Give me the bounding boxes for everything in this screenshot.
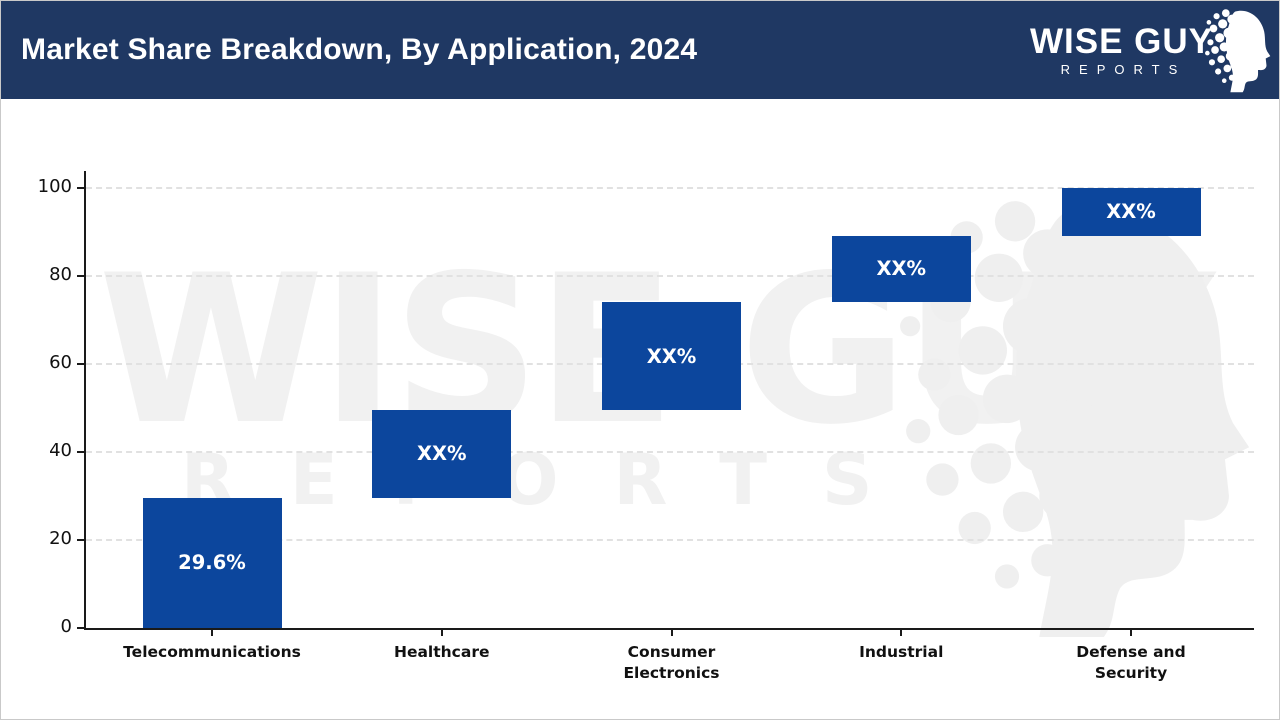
x-axis-tick (440, 630, 443, 636)
x-axis-category-label-industrial: Industrial (859, 643, 944, 661)
bar-value-label: XX% (646, 344, 697, 368)
gridline-20 (86, 539, 1254, 541)
gridline-100 (86, 187, 1254, 189)
logo-sub-text: REPORTS (1060, 61, 1187, 77)
brand-logo: WISE GUY REPORTS (1030, 7, 1271, 93)
logo-text: WISE GUY REPORTS (1030, 24, 1213, 77)
y-axis-tick (77, 187, 84, 189)
bar-value-label: XX% (416, 442, 467, 466)
y-axis-tick-label: 60 (49, 352, 72, 373)
gridline-40 (86, 451, 1254, 453)
y-axis-tick (77, 363, 84, 365)
y-axis-tick (77, 627, 84, 629)
y-axis-tick (77, 275, 84, 277)
y-axis-tick (77, 539, 84, 541)
x-axis-category-label-defense-and-security: Defense and Security (1076, 643, 1186, 682)
y-axis-tick (77, 451, 84, 453)
dotted-head-icon (1203, 9, 1271, 93)
bar-healthcare: XX% (372, 410, 512, 498)
plot-area: WISE GUY REPORTS 0 20 40 60 80 100 2 (38, 171, 1256, 682)
logo-brand-text: WISE GUY (1029, 21, 1213, 61)
x-axis-tick (211, 630, 213, 636)
bar-telecommunications: 29.6% (142, 497, 282, 628)
x-axis-tick (1130, 630, 1132, 636)
y-axis-tick-label: 0 (60, 616, 72, 637)
bar-defense-and-security: XX% (1061, 188, 1201, 236)
header-bar: Market Share Breakdown, By Application, … (1, 1, 1279, 99)
bar-industrial: XX% (831, 235, 971, 302)
bar-value-label: 29.6% (178, 551, 246, 575)
y-axis-tick-label: 100 (37, 176, 72, 197)
x-axis-line (84, 628, 1254, 630)
y-axis-line (84, 171, 86, 630)
bar-value-label: XX% (876, 257, 927, 281)
y-axis-tick-label: 20 (49, 528, 72, 549)
bar-consumer-electronics: XX% (602, 301, 741, 411)
x-axis-category-label-healthcare: Healthcare (393, 643, 490, 661)
x-axis-category-label-telecommunications: Telecommunications (123, 643, 301, 661)
x-axis-tick (670, 630, 673, 636)
y-axis-tick-label: 80 (49, 264, 72, 285)
gridline-80 (86, 275, 1254, 277)
x-axis-tick (900, 630, 903, 636)
y-axis-tick-label: 40 (49, 440, 72, 461)
x-axis-category-label-consumer-electronics: Consumer Electronics (623, 643, 720, 682)
bar-value-label: XX% (1106, 200, 1156, 224)
chart-title: Market Share Breakdown, By Application, … (21, 33, 698, 66)
